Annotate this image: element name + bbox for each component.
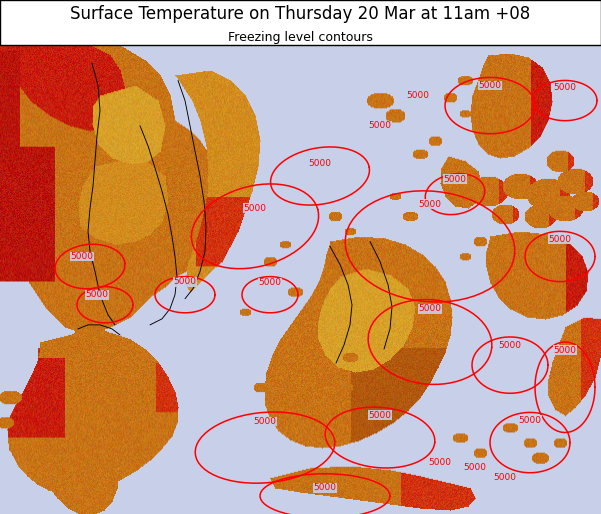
Text: 5000: 5000: [554, 83, 576, 92]
Text: 5000: 5000: [554, 345, 576, 355]
Text: 5000: 5000: [254, 417, 276, 426]
Text: 5000: 5000: [429, 458, 451, 467]
Text: 5000: 5000: [549, 235, 572, 244]
Text: 5000: 5000: [493, 473, 516, 482]
Text: 5000: 5000: [418, 304, 442, 314]
Text: 5000: 5000: [406, 91, 430, 100]
Text: 5000: 5000: [174, 277, 197, 286]
Text: 5000: 5000: [85, 290, 109, 299]
Text: 5000: 5000: [478, 81, 501, 90]
Text: Freezing level contours: Freezing level contours: [228, 31, 373, 44]
Text: 5000: 5000: [314, 483, 337, 492]
Text: 5000: 5000: [70, 252, 94, 261]
Text: 5000: 5000: [498, 340, 522, 350]
Text: 5000: 5000: [258, 278, 281, 287]
Text: Surface Temperature on Thursday 20 Mar at 11am +08: Surface Temperature on Thursday 20 Mar a…: [70, 5, 531, 23]
Text: 5000: 5000: [519, 416, 542, 425]
Text: 5000: 5000: [368, 121, 391, 130]
Text: 5000: 5000: [418, 199, 442, 209]
Text: 5000: 5000: [444, 175, 466, 183]
Text: 5000: 5000: [308, 159, 332, 169]
Text: 5000: 5000: [243, 204, 266, 213]
Text: 5000: 5000: [368, 411, 391, 420]
Text: 5000: 5000: [463, 463, 486, 472]
